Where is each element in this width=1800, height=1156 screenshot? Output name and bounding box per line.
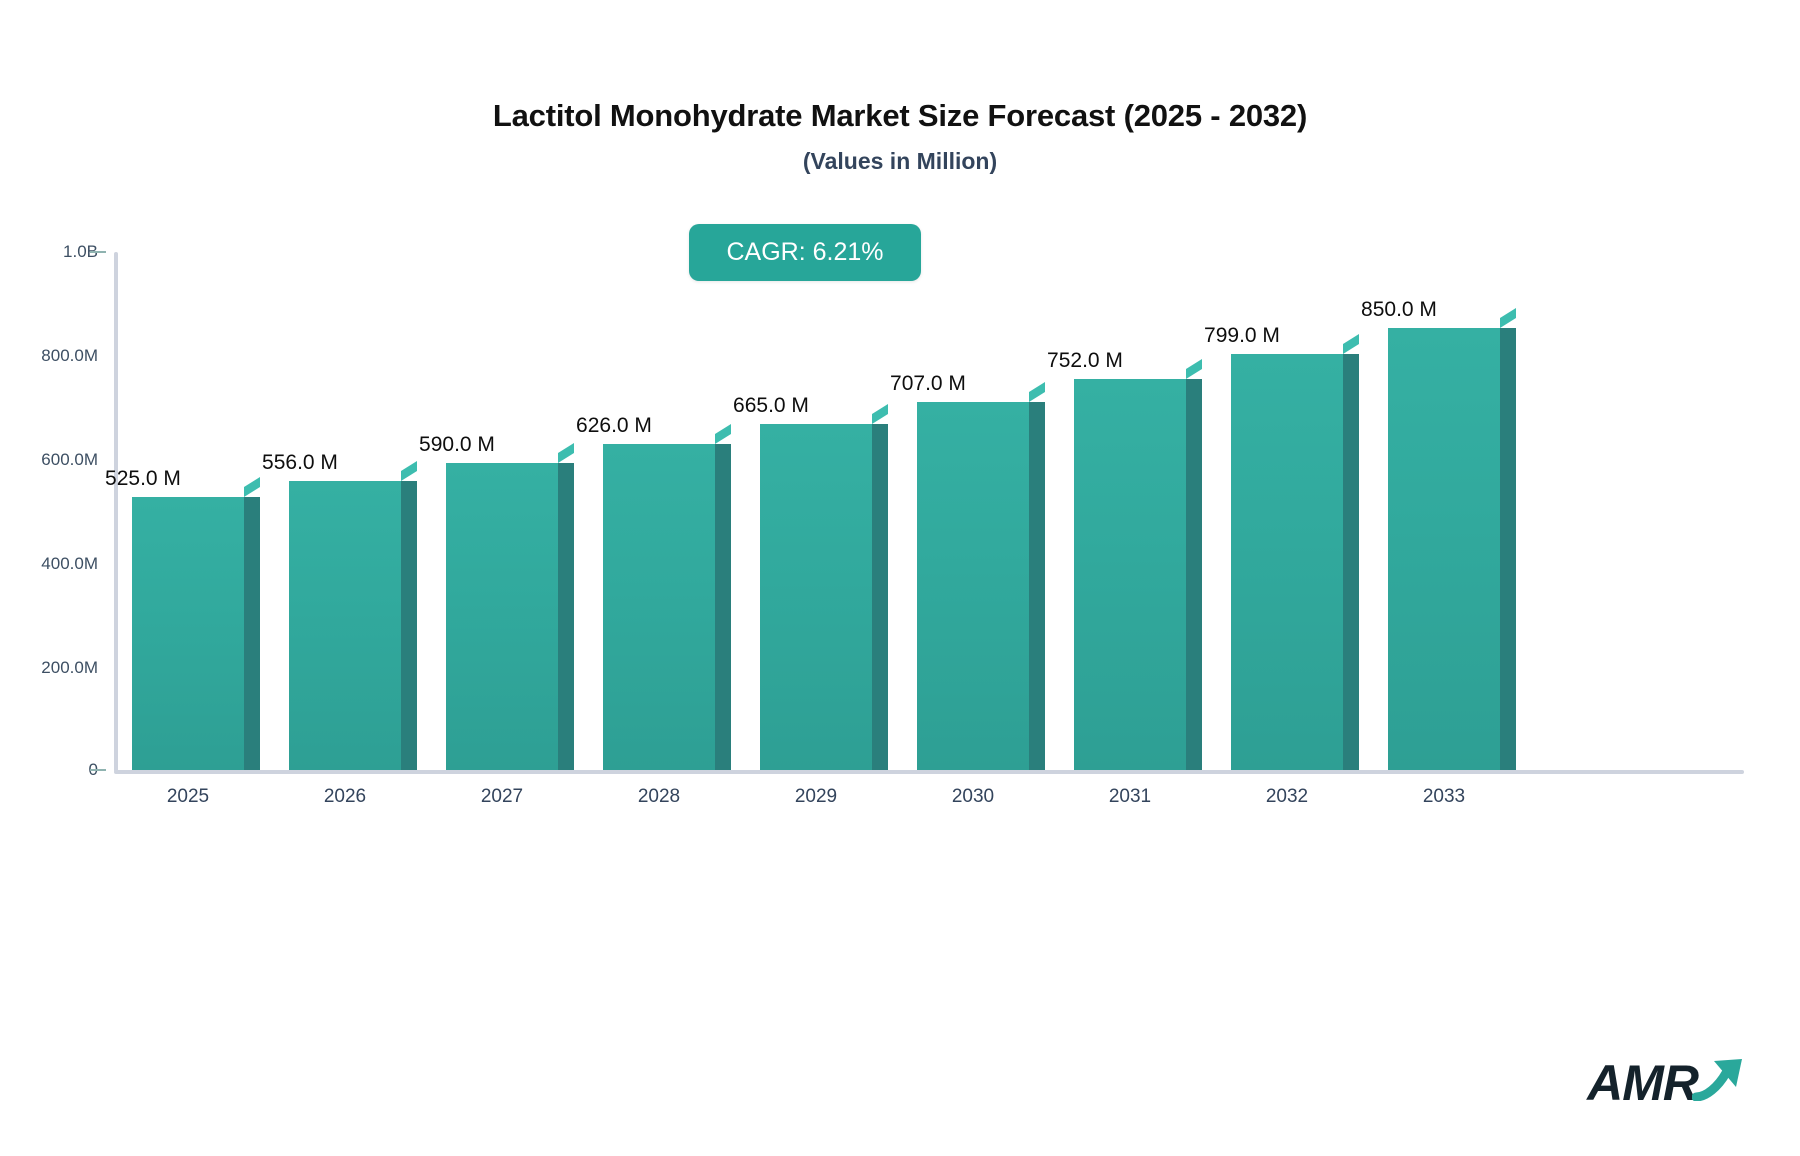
bar-face-2029[interactable] bbox=[760, 424, 872, 770]
x-axis-tick-label-2030: 2030 bbox=[951, 786, 995, 807]
x-axis-tick-label-2025: 2025 bbox=[166, 786, 210, 807]
x-axis-tick-label-2031: 2031 bbox=[1108, 786, 1152, 807]
bar-value-label-2032: 799.0 M bbox=[1204, 324, 1280, 347]
chart-title: Lactitol Monohydrate Market Size Forecas… bbox=[492, 98, 1308, 133]
bar-side-2027 bbox=[558, 463, 574, 770]
bar-value-label-2031: 752.0 M bbox=[1047, 349, 1123, 372]
bar-face-2025[interactable] bbox=[132, 497, 244, 770]
y-axis-tick-label-400: 400.0M bbox=[41, 554, 98, 573]
bar-top-2026 bbox=[401, 461, 417, 481]
y-axis-tick-label-0: 0 bbox=[10, 760, 98, 780]
y-axis-tick-mark-0 bbox=[90, 769, 106, 771]
cagr-badge-label: CAGR: 6.21% bbox=[726, 238, 884, 266]
y-axis-tick-label-800: 800.0M bbox=[41, 346, 98, 365]
bar-side-2025 bbox=[244, 497, 260, 770]
x-axis-tick-label-2033: 2033 bbox=[1422, 786, 1466, 807]
bar-side-2032 bbox=[1343, 354, 1359, 770]
bar-value-label-2033: 850.0 M bbox=[1361, 298, 1437, 321]
bar-top-2027 bbox=[558, 443, 574, 463]
chart-subtitle: (Values in Million) bbox=[802, 148, 998, 174]
x-axis-line bbox=[114, 770, 1744, 774]
bar-value-label-2025: 525.0 M bbox=[105, 467, 181, 490]
bar-value-label-2030: 707.0 M bbox=[890, 372, 966, 395]
bar-side-2030 bbox=[1029, 402, 1045, 770]
bar-top-2029 bbox=[872, 404, 888, 424]
cagr-badge: CAGR: 6.21% bbox=[689, 224, 921, 281]
y-axis-tick-mark-1000 bbox=[90, 251, 106, 253]
x-axis-tick-label-2026: 2026 bbox=[323, 786, 367, 807]
bar-value-label-2027: 590.0 M bbox=[419, 433, 495, 456]
bar-face-2031[interactable] bbox=[1074, 379, 1186, 770]
bar-side-2029 bbox=[872, 424, 888, 770]
y-axis-tick-label-600: 600.0M bbox=[41, 450, 98, 469]
bar-value-label-2028: 626.0 M bbox=[576, 414, 652, 437]
bar-face-2030[interactable] bbox=[917, 402, 1029, 770]
y-axis-line bbox=[114, 252, 118, 772]
bar-face-2026[interactable] bbox=[289, 481, 401, 770]
bar-value-label-2029: 665.0 M bbox=[733, 394, 809, 417]
bar-top-2031 bbox=[1186, 359, 1202, 379]
bar-top-2033 bbox=[1500, 308, 1516, 328]
y-axis-tick-label-200: 200.0M bbox=[41, 658, 98, 677]
bar-side-2031 bbox=[1186, 379, 1202, 770]
x-axis-tick-label-2028: 2028 bbox=[637, 786, 681, 807]
amr-logo-text: AMR bbox=[1587, 1055, 1699, 1111]
bar-face-2027[interactable] bbox=[446, 463, 558, 770]
y-axis-tick-label-1000: 1.0B bbox=[63, 242, 98, 261]
bar-side-2033 bbox=[1500, 328, 1516, 770]
bar-face-2033[interactable] bbox=[1388, 328, 1500, 770]
bar-top-2030 bbox=[1029, 382, 1045, 402]
x-axis-tick-label-2029: 2029 bbox=[794, 786, 838, 807]
bar-face-2028[interactable] bbox=[603, 444, 715, 770]
bar-top-2032 bbox=[1343, 334, 1359, 354]
bar-side-2028 bbox=[715, 444, 731, 770]
bar-top-2025 bbox=[244, 477, 260, 497]
amr-logo: AMR bbox=[1587, 1057, 1748, 1108]
bar-face-2032[interactable] bbox=[1231, 354, 1343, 770]
x-axis-tick-label-2032: 2032 bbox=[1265, 786, 1309, 807]
growth-arrow-icon bbox=[1691, 1057, 1748, 1106]
bar-top-2028 bbox=[715, 424, 731, 444]
bar-value-label-2026: 556.0 M bbox=[262, 451, 338, 474]
x-axis-tick-label-2027: 2027 bbox=[480, 786, 524, 807]
bar-side-2026 bbox=[401, 481, 417, 770]
